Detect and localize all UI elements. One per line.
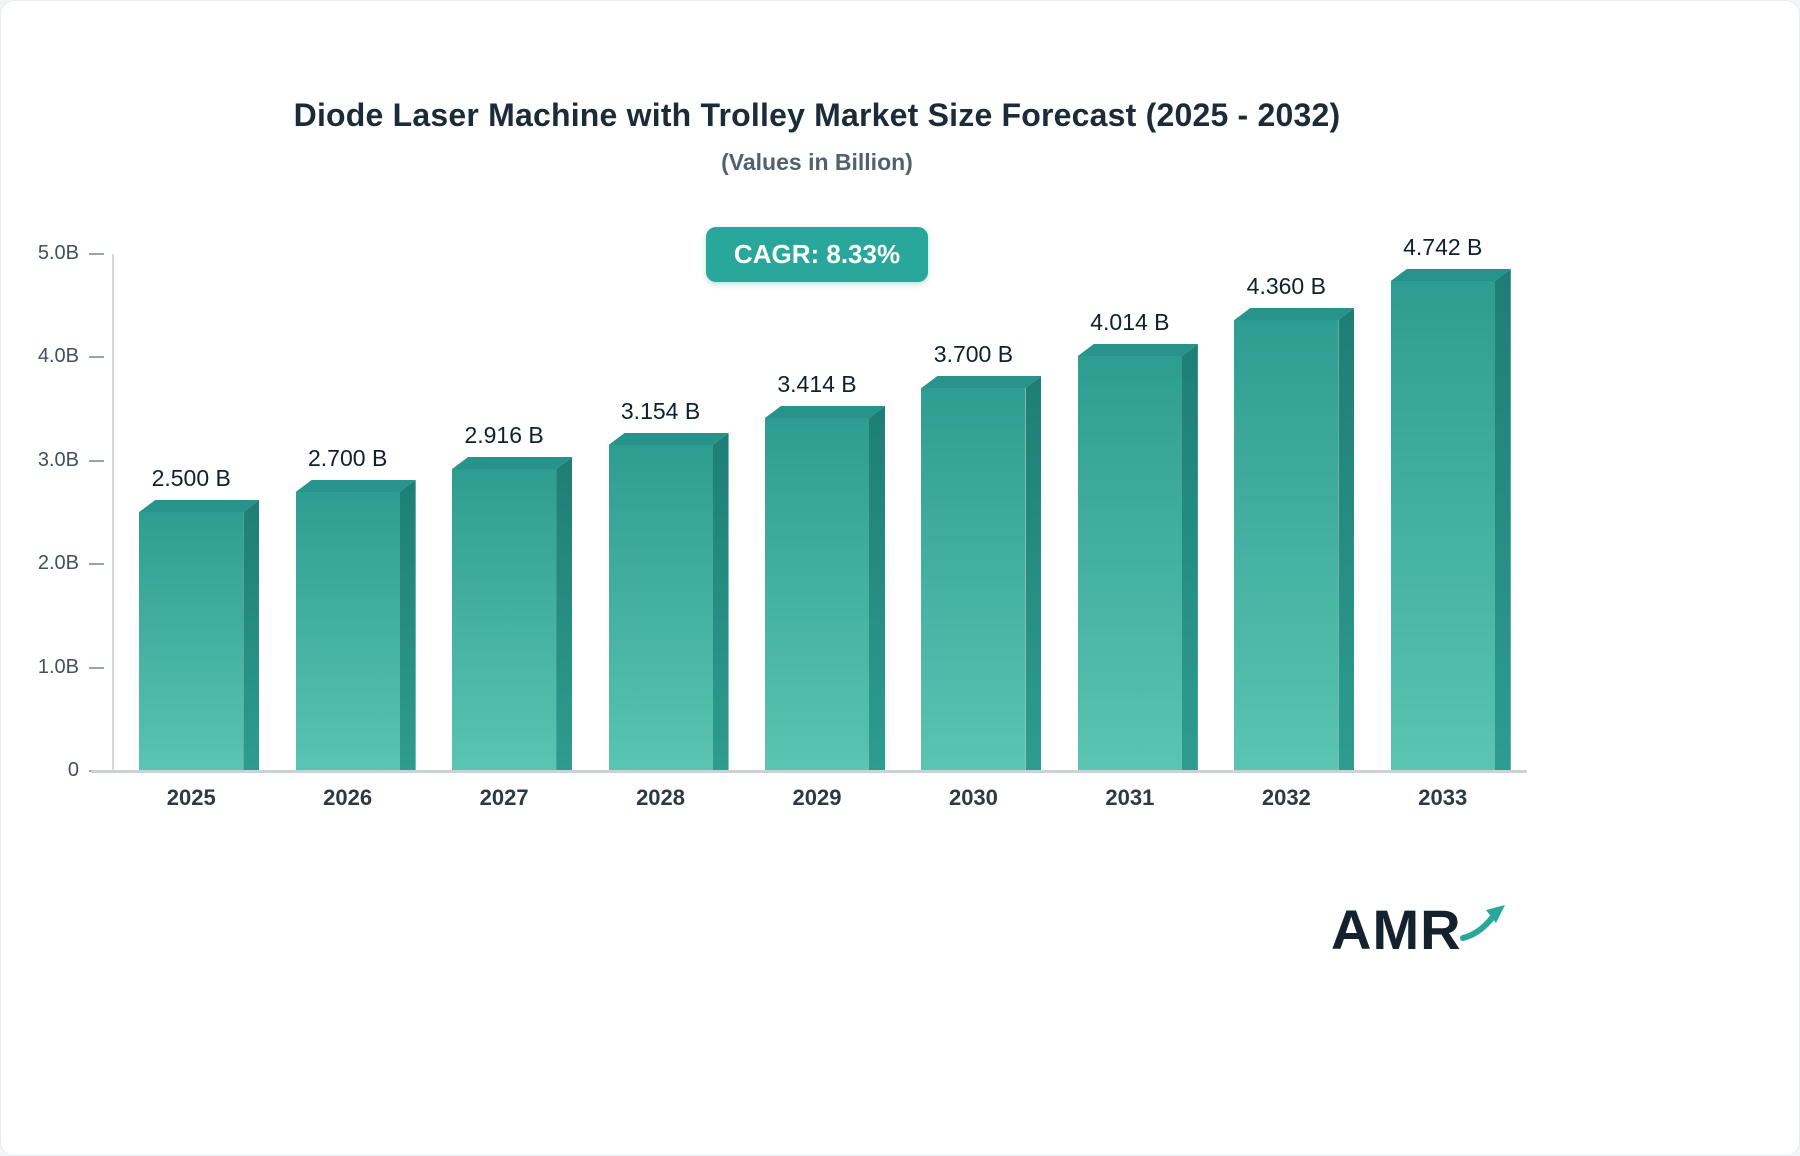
bar-side-face [243, 500, 260, 771]
bar-value-label: 3.700 B [933, 341, 1014, 367]
bar-side-face [1338, 308, 1355, 771]
x-axis-category-label: 2028 [636, 785, 686, 810]
bar [452, 457, 573, 771]
bar [139, 500, 260, 771]
bar-top-face [139, 500, 260, 512]
y-axis-tick-mark [89, 459, 104, 462]
bar-front-face [765, 418, 869, 771]
bar-front-face [1077, 356, 1182, 771]
y-axis-tick-mark [89, 563, 104, 566]
bar-front-face [295, 492, 400, 771]
bar-top-face [295, 480, 416, 492]
bar-side-face [399, 480, 416, 771]
bar-side-face [1181, 344, 1198, 771]
bar [1234, 308, 1355, 771]
x-axis-category-label: 2032 [1261, 785, 1311, 810]
bar-side-face [556, 457, 573, 771]
bar-front-face [921, 388, 1026, 771]
x-axis-category-label: 2031 [1105, 785, 1155, 810]
y-axis-tick-mark [89, 253, 104, 255]
bar-top-face [1390, 269, 1511, 281]
x-axis-category-label: 2026 [323, 785, 373, 810]
x-axis-category-label: 2030 [948, 785, 998, 810]
x-axis-category-label: 2033 [1418, 785, 1468, 810]
chart-subtitle: (Values in Billion) [721, 149, 913, 175]
bar-front-face [139, 512, 244, 771]
plot-area: 2.500 B 2.700 B 2.916 B 3.154 B 3.414 B 3.700… [113, 234, 1521, 771]
y-axis-tick-label: 0 [67, 759, 79, 781]
bar-side-face [1025, 376, 1042, 771]
bar-value-label: 3.154 B [620, 398, 701, 424]
bar-top-face [452, 457, 573, 469]
bar-value-label: 4.360 B [1246, 273, 1326, 299]
bar [1077, 344, 1198, 771]
bar [608, 433, 729, 771]
x-axis-category-label: 2025 [166, 785, 216, 810]
bar-front-face [1234, 320, 1339, 771]
bar-side-face [869, 406, 885, 771]
bar [1390, 269, 1511, 771]
bar-front-face [452, 469, 557, 771]
chart-title: Diode Laser Machine with Trolley Market … [293, 97, 1341, 133]
bar-top-face [1077, 344, 1198, 356]
y-axis-line [112, 254, 114, 771]
bar-top-face [608, 433, 729, 445]
y-axis: 5.0B 4.0B 3.0B 2.0B 1.0B 0 [1, 242, 113, 781]
bar-side-face [1494, 269, 1511, 771]
bar-value-label: 2.916 B [464, 422, 544, 448]
bar-front-face [1390, 281, 1495, 771]
bar-top-face [765, 406, 885, 418]
bar-value-label: 3.414 B [777, 371, 857, 397]
x-axis-category-label: 2029 [792, 785, 842, 810]
bar-side-face [712, 433, 729, 771]
bar-top-face [1234, 308, 1355, 320]
badge-row: CAGR: 8.33% [113, 227, 1521, 282]
x-axis-category-label: 2027 [479, 785, 529, 810]
trend-up-arrow-icon [1460, 905, 1505, 941]
bar-value-label: 2.700 B [308, 445, 388, 471]
bar-value-label: 2.500 B [151, 465, 231, 491]
amr-logo: AMR [1331, 897, 1505, 967]
x-axis-line [91, 770, 1527, 773]
cagr-badge: CAGR: 8.33% [705, 227, 929, 282]
y-axis-tick-label: 4.0B [37, 345, 79, 368]
y-axis-tick-mark [89, 666, 104, 669]
y-axis-tick-label: 2.0B [37, 552, 79, 575]
y-axis-tick-label: 3.0B [37, 448, 79, 471]
bar [295, 480, 416, 771]
y-axis-tick-label: 5.0B [37, 242, 79, 264]
bar-value-label: 4.742 B [1403, 234, 1483, 260]
bar [765, 406, 885, 771]
bar-front-face [608, 445, 713, 771]
bar-value-label: 4.014 B [1090, 309, 1170, 335]
bar-top-face [921, 376, 1042, 388]
y-axis-tick-mark [89, 356, 104, 359]
amr-logo-text: AMR [1331, 898, 1462, 961]
x-axis: 2025 2026 2027 2028 2029 2030 2031 2032 2033 [113, 785, 1521, 825]
bar [921, 376, 1042, 771]
y-axis-tick-label: 1.0B [37, 655, 79, 678]
